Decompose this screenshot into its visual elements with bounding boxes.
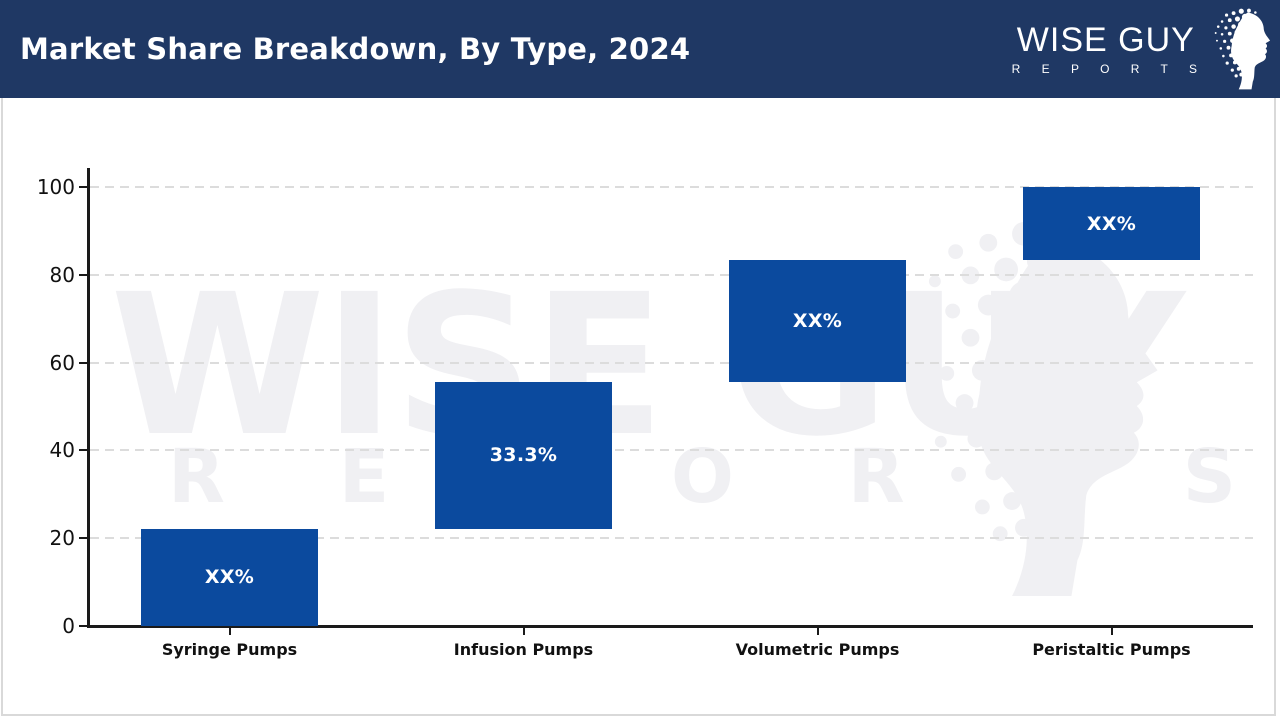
bar-value-label-volumetric-pumps: XX%	[792, 310, 843, 333]
y-tick-mark-20	[79, 537, 88, 540]
x-axis-label-infusion-pumps: Infusion Pumps	[453, 640, 594, 659]
gridline-80	[90, 273, 1253, 276]
y-axis-label-20: 20	[49, 526, 75, 551]
bar-value-label-peristaltic-pumps: XX%	[1086, 212, 1137, 235]
x-tick-mark-syringe-pumps	[228, 627, 231, 635]
y-axis-line	[87, 168, 90, 628]
y-axis-label-0: 0	[62, 614, 75, 638]
logo-subtitle: R E P O R T S	[1011, 62, 1206, 76]
bar-value-label-infusion-pumps: 33.3%	[489, 444, 558, 467]
y-tick-mark-80	[79, 273, 88, 276]
x-tick-mark-infusion-pumps	[522, 627, 525, 635]
x-tick-mark-peristaltic-pumps	[1110, 627, 1113, 635]
bar-value-label-syringe-pumps: XX%	[204, 566, 255, 589]
logo-wordmark: WISE GUY	[1016, 21, 1195, 59]
gridline-100	[90, 186, 1253, 188]
bar-syringe-pumps: XX%	[141, 528, 318, 626]
gridline-60	[90, 361, 1253, 364]
logo-text: WISE GUY R E P O R T S	[1006, 23, 1206, 75]
y-axis-label-40: 40	[49, 438, 75, 463]
y-axis-label-60: 60	[49, 350, 75, 375]
page-title: Market Share Breakdown, By Type, 2024	[20, 32, 691, 66]
gridline-20	[90, 537, 1253, 540]
dotted-head-logo-icon	[1214, 8, 1271, 90]
x-axis-line	[87, 625, 1253, 628]
x-axis-label-volumetric-pumps: Volumetric Pumps	[735, 640, 900, 659]
x-axis-label-syringe-pumps: Syringe Pumps	[161, 640, 298, 659]
y-tick-mark-40	[79, 449, 88, 452]
x-axis-label-peristaltic-pumps: Peristaltic Pumps	[1032, 640, 1191, 659]
bar-peristaltic-pumps: XX%	[1023, 187, 1200, 261]
y-axis-label-100: 100	[36, 175, 75, 199]
y-tick-mark-60	[79, 361, 88, 364]
bar-volumetric-pumps: XX%	[729, 260, 906, 383]
y-axis-label-80: 80	[49, 262, 75, 287]
bar-infusion-pumps: 33.3%	[435, 382, 612, 529]
y-tick-mark-100	[79, 186, 88, 188]
x-tick-mark-volumetric-pumps	[816, 627, 819, 635]
wise-guy-reports-logo: WISE GUY R E P O R T S	[1006, 5, 1280, 93]
y-tick-mark-0	[79, 625, 88, 627]
gridline-40	[90, 449, 1253, 452]
header: Market Share Breakdown, By Type, 2024 WI…	[0, 0, 1280, 98]
